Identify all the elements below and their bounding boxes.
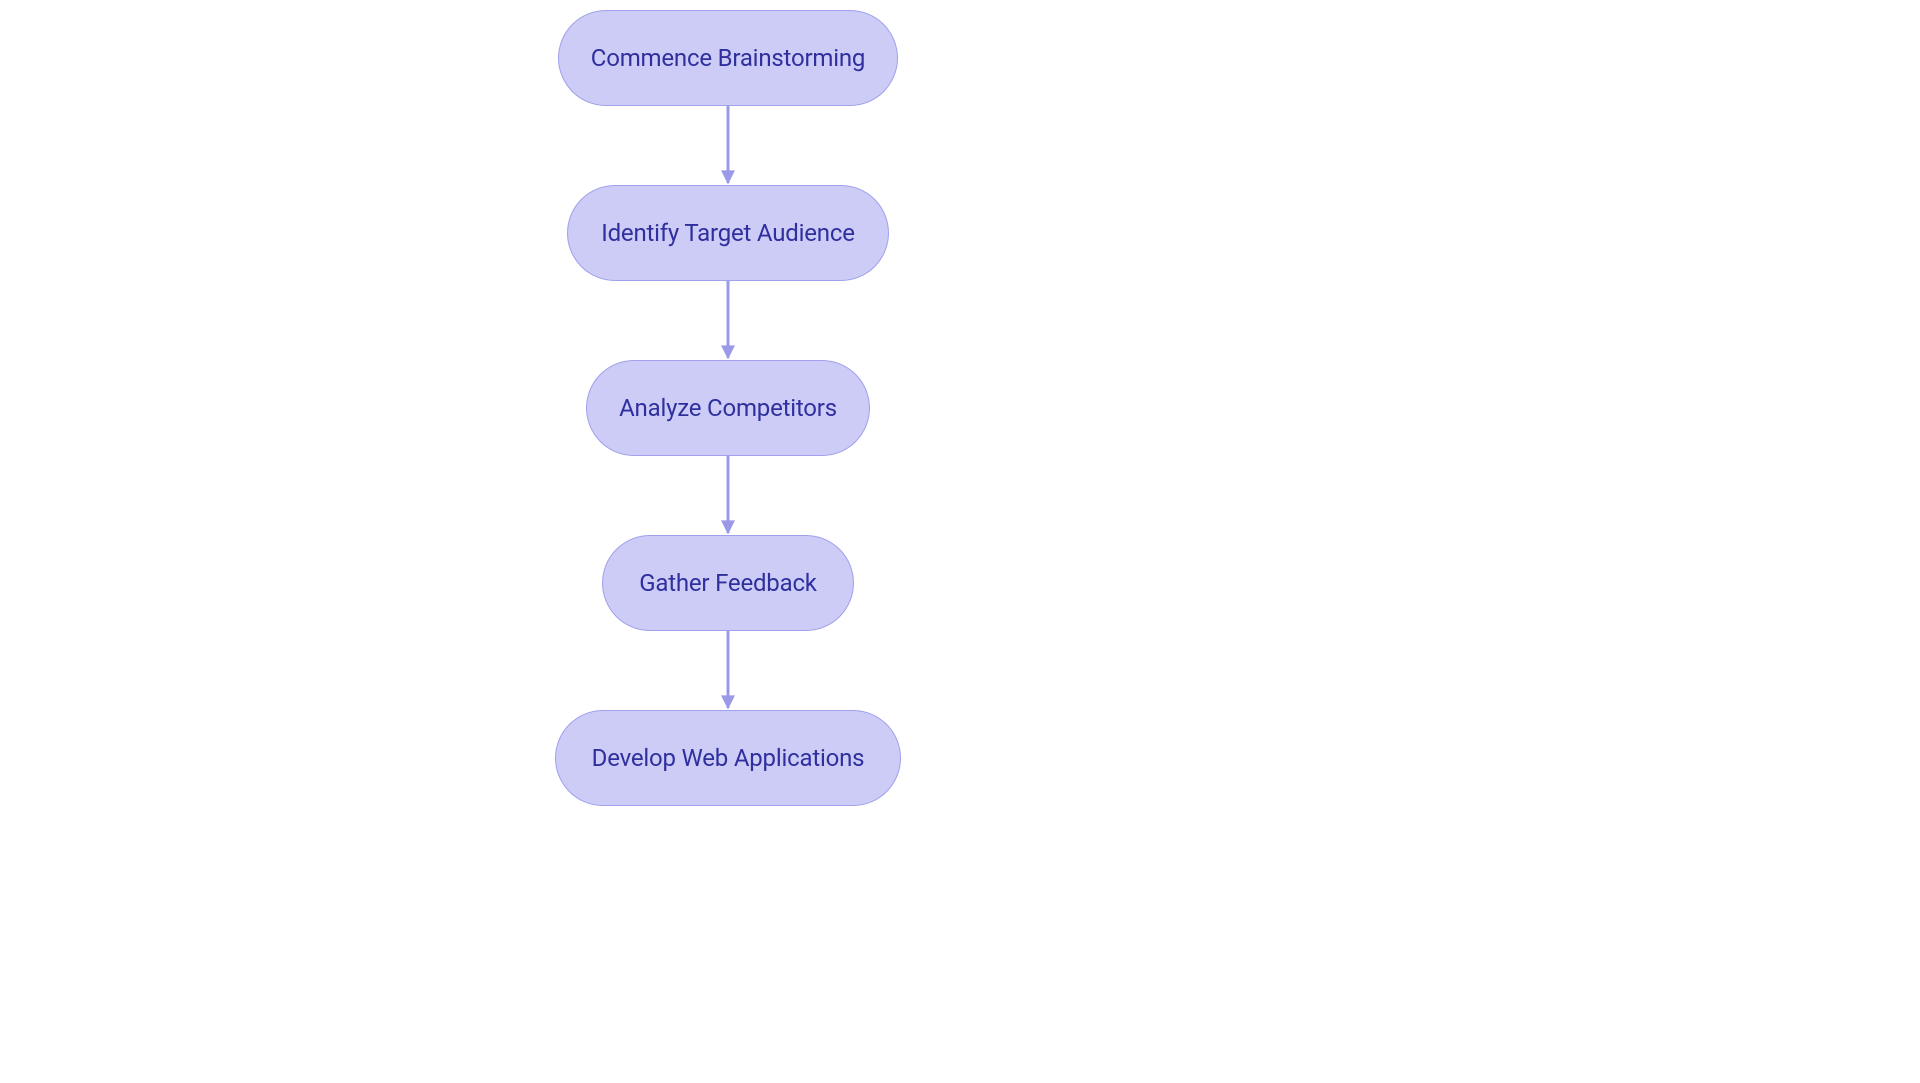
flowchart-node: Commence Brainstorming: [558, 10, 898, 106]
node-label: Commence Brainstorming: [591, 44, 865, 72]
flowchart-node: Develop Web Applications: [555, 710, 901, 806]
node-label: Identify Target Audience: [601, 219, 854, 247]
flowchart-node: Analyze Competitors: [586, 360, 870, 456]
flowchart-node: Identify Target Audience: [567, 185, 889, 281]
node-label: Gather Feedback: [639, 569, 817, 597]
node-label: Analyze Competitors: [619, 394, 837, 422]
node-label: Develop Web Applications: [592, 744, 865, 772]
flowchart-edges: [0, 0, 1920, 1083]
flowchart-node: Gather Feedback: [602, 535, 854, 631]
flowchart-canvas: Commence Brainstorming Identify Target A…: [0, 0, 1920, 1083]
